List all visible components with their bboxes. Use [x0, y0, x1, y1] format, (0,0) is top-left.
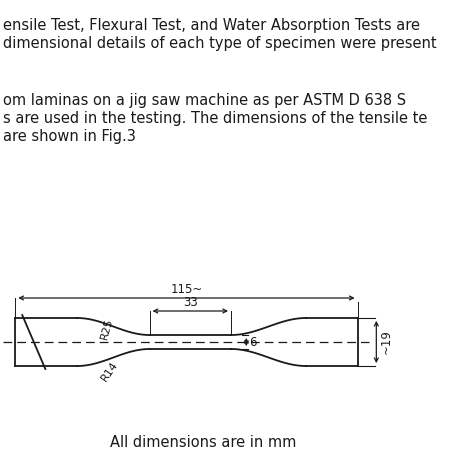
Text: R14: R14: [100, 360, 120, 383]
Text: 33: 33: [183, 296, 198, 309]
Text: are shown in Fig.3: are shown in Fig.3: [2, 129, 136, 144]
Text: s are used in the testing. The dimensions of the tensile te: s are used in the testing. The dimension…: [2, 111, 427, 126]
Text: ~19: ~19: [380, 329, 393, 355]
Text: R25: R25: [99, 317, 114, 340]
Text: 115~: 115~: [170, 283, 202, 296]
Text: om laminas on a jig saw machine as per ASTM D 638 S: om laminas on a jig saw machine as per A…: [2, 93, 406, 108]
Text: dimensional details of each type of specimen were present: dimensional details of each type of spec…: [2, 36, 436, 51]
Text: All dimensions are in mm: All dimensions are in mm: [109, 435, 296, 450]
Text: 6: 6: [249, 336, 256, 348]
Text: ensile Test, Flexural Test, and Water Absorption Tests are: ensile Test, Flexural Test, and Water Ab…: [2, 18, 419, 33]
